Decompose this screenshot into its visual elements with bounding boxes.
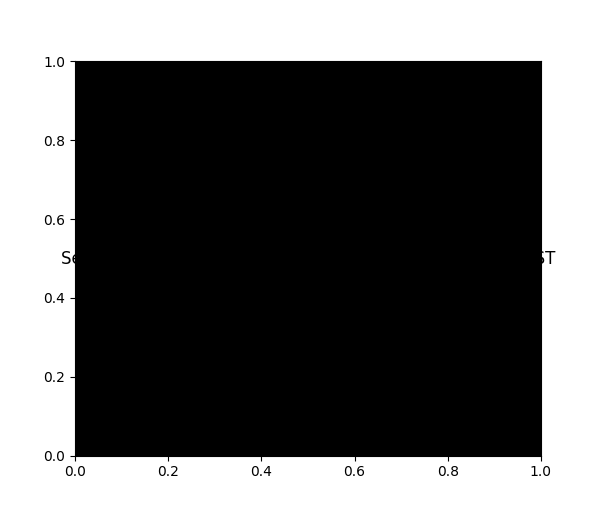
Text: Secondary Swell energy on Thursday 14 Nov at 8:30am IST: Secondary Swell energy on Thursday 14 No…: [61, 249, 555, 268]
